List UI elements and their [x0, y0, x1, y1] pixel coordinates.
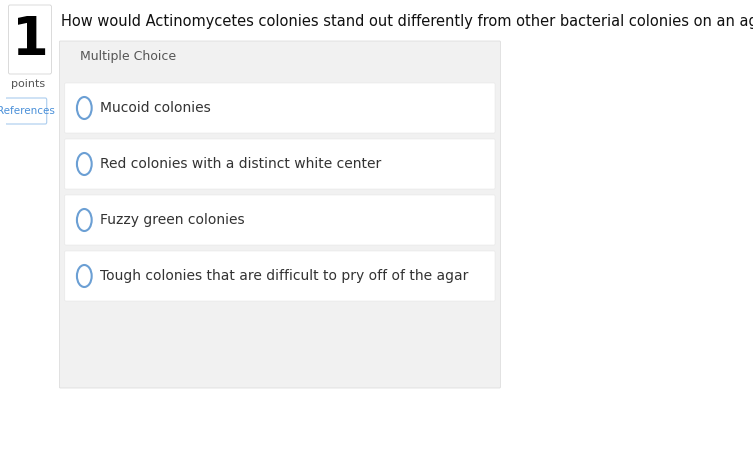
FancyBboxPatch shape [59, 41, 500, 388]
Text: Multiple Choice: Multiple Choice [81, 50, 176, 63]
Text: References: References [0, 106, 55, 116]
Circle shape [77, 153, 92, 175]
FancyBboxPatch shape [5, 98, 47, 124]
Text: Tough colonies that are difficult to pry off of the agar: Tough colonies that are difficult to pry… [99, 269, 468, 283]
Circle shape [77, 209, 92, 231]
Circle shape [77, 97, 92, 119]
FancyBboxPatch shape [8, 5, 51, 74]
FancyBboxPatch shape [65, 195, 495, 245]
Text: How would Actinomycetes colonies stand out differently from other bacterial colo: How would Actinomycetes colonies stand o… [62, 14, 753, 29]
Text: 1: 1 [11, 14, 48, 66]
FancyBboxPatch shape [65, 139, 495, 189]
Text: points: points [11, 79, 45, 89]
Text: Red colonies with a distinct white center: Red colonies with a distinct white cente… [99, 157, 381, 171]
Text: Mucoid colonies: Mucoid colonies [99, 101, 211, 115]
FancyBboxPatch shape [65, 251, 495, 301]
Text: Fuzzy green colonies: Fuzzy green colonies [99, 213, 245, 227]
FancyBboxPatch shape [65, 83, 495, 133]
Circle shape [77, 265, 92, 287]
